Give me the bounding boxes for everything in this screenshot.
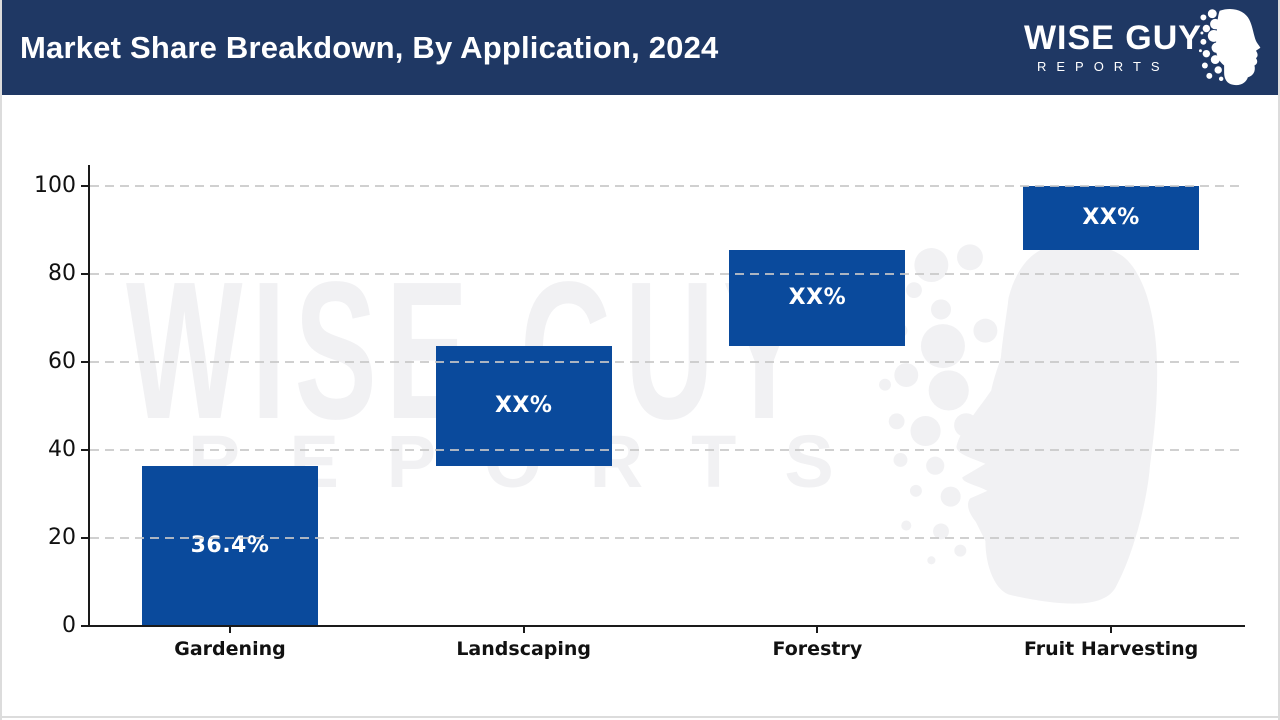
gridline-40 (90, 449, 1245, 451)
category-label-2: Landscaping (456, 638, 592, 660)
y-tick-mark (81, 361, 88, 363)
x-tick-mark (229, 626, 231, 633)
category-label-4: Fruit Harvesting (1023, 638, 1199, 660)
bar-fruit-harvesting: XX% (1023, 186, 1200, 250)
bar-value-label: XX% (494, 393, 553, 419)
x-tick-mark (1110, 626, 1113, 633)
gridline-60 (90, 361, 1245, 363)
y-axis-line (88, 165, 90, 627)
y-tick-label: 80 (48, 261, 76, 286)
category-label-1: Gardening (174, 638, 286, 660)
bar-value-label: XX% (788, 285, 847, 311)
x-tick-mark (816, 626, 819, 633)
page-border-right (1278, 0, 1280, 720)
logo-name: WISE GUY (1023, 19, 1202, 58)
y-tick-label: 20 (48, 525, 76, 550)
page-title: Market Share Breakdown, By Application, … (20, 29, 719, 65)
y-tick-mark (81, 625, 88, 627)
y-tick-label: 40 (48, 437, 76, 462)
bar-landscaping: XX% (435, 346, 612, 466)
bar-value-label: XX% (1082, 205, 1140, 231)
gridline-20 (90, 537, 1245, 539)
bar-gardening: 36.4% (142, 465, 318, 626)
header-bar: Market Share Breakdown, By Application, … (0, 0, 1280, 95)
y-tick-mark (81, 449, 88, 451)
y-tick-mark (81, 273, 88, 275)
logo-text: WISE GUY REPORTS (1023, 19, 1202, 74)
gridline-80 (90, 273, 1245, 275)
logo-subtitle: REPORTS (1036, 58, 1170, 74)
y-tick-label: 100 (34, 173, 76, 198)
x-axis-line (88, 625, 1245, 627)
x-tick-mark (522, 626, 525, 633)
gridline-100 (90, 185, 1245, 187)
bar-forestry: XX% (729, 249, 906, 347)
page-border-bottom (0, 716, 1280, 718)
y-tick-label: 0 (62, 613, 76, 638)
wise-guy-logo: WISE GUY REPORTS (1024, 6, 1270, 88)
dotted-head-icon (1198, 8, 1261, 86)
category-label-3: Forestry (772, 638, 863, 660)
watermark-head-icon (879, 244, 1158, 604)
page-border-left (0, 0, 2, 720)
y-tick-mark (81, 537, 88, 539)
y-tick-label: 60 (48, 349, 76, 374)
y-tick-mark (81, 185, 88, 187)
